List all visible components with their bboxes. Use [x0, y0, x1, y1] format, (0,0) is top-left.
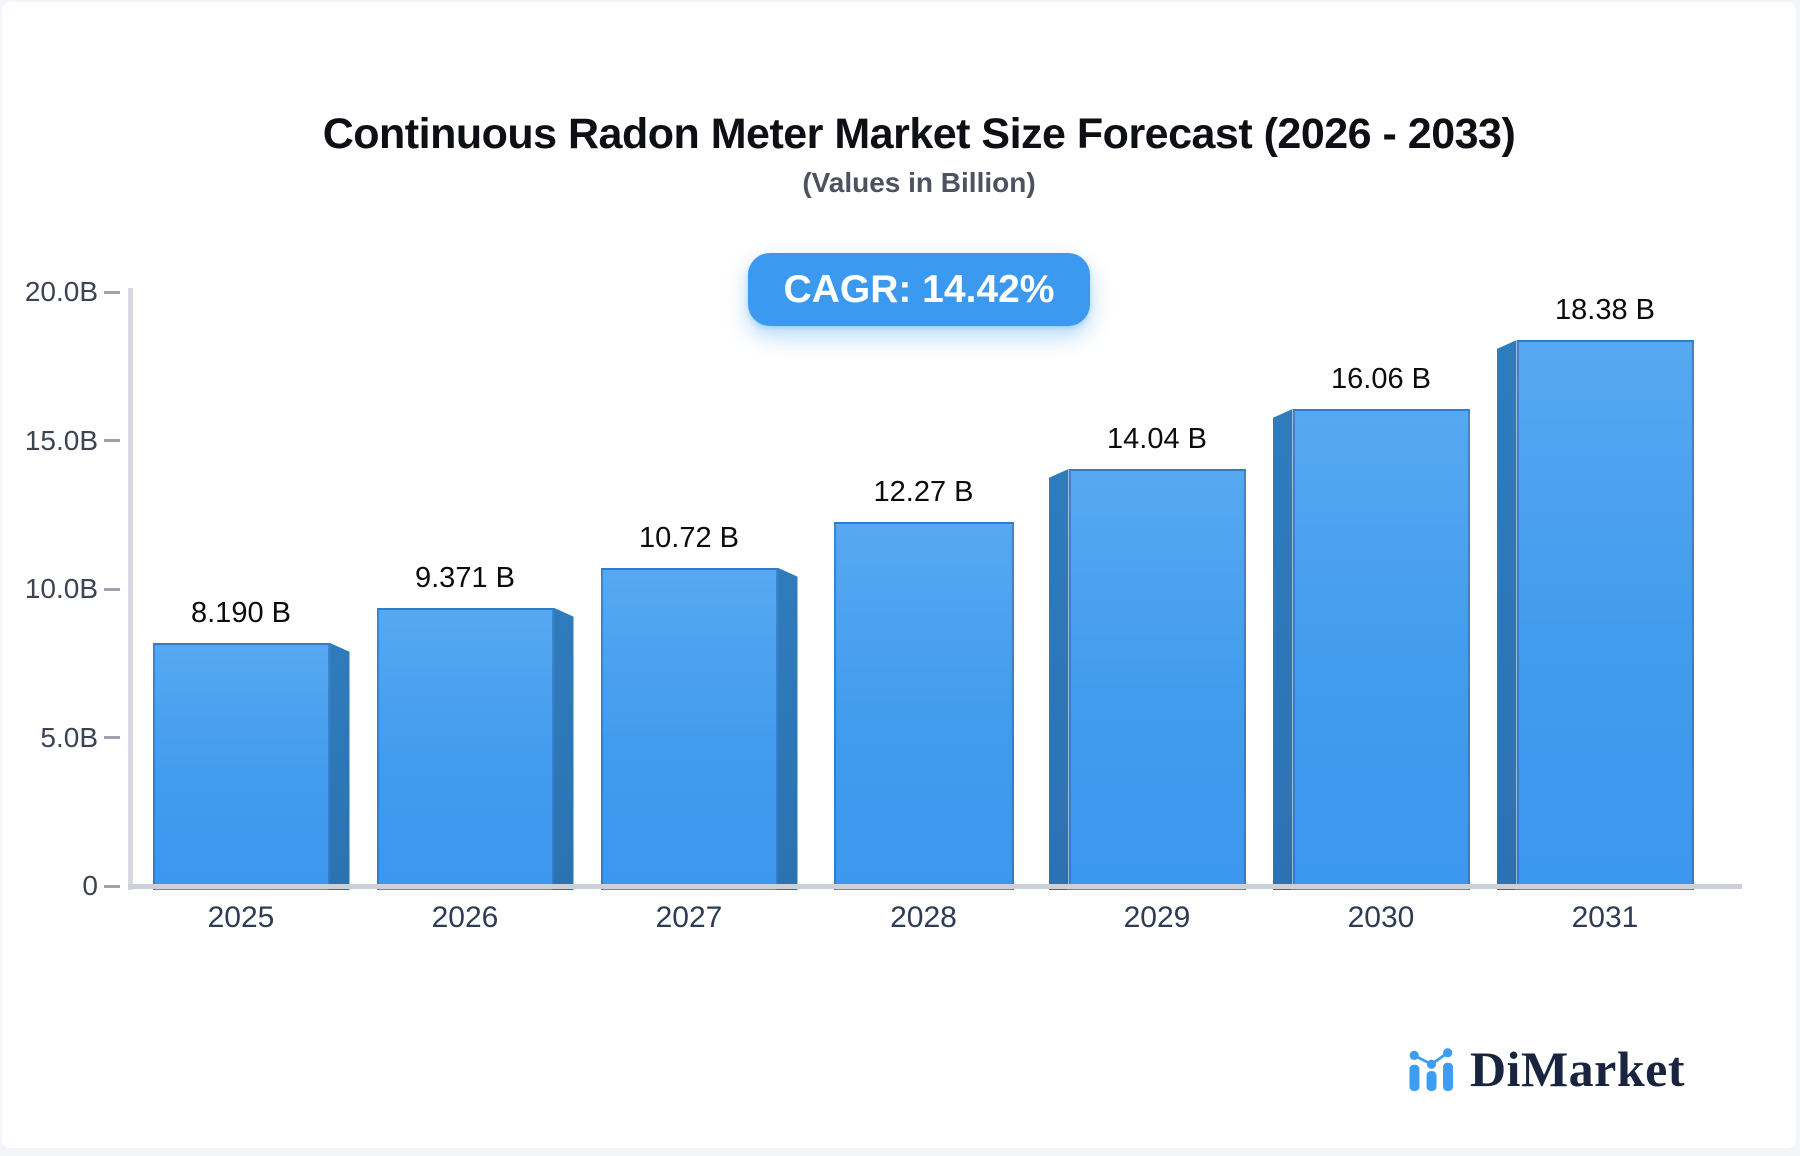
chart-subtitle: (Values in Billion) — [802, 167, 1036, 198]
bar-front-face — [600, 567, 778, 890]
y-axis-tick-label: 5.0B — [40, 721, 98, 753]
bar-side-face — [1496, 340, 1517, 890]
chart-title: Continuous Radon Meter Market Size Forec… — [322, 110, 1516, 158]
bar-value-label: 9.371 B — [415, 561, 515, 594]
x-axis-label: 2028 — [890, 901, 957, 934]
bar-side-face — [1048, 469, 1069, 890]
mini-bar-chart-icon — [1408, 1047, 1456, 1091]
y-axis-tick — [104, 290, 120, 294]
y-axis-tick-label: 0 — [82, 870, 98, 901]
y-axis-tick-label: 15.0B — [24, 424, 98, 456]
y-axis-tick-label: 10.0B — [24, 573, 98, 604]
y-axis-tick-label: 20.0B — [24, 276, 98, 307]
x-axis-label: 2025 — [207, 901, 275, 934]
bar-side-face — [777, 567, 798, 890]
x-axis-label: 2030 — [1347, 901, 1415, 934]
bar-value-label: 14.04 B — [1107, 423, 1207, 455]
bar-side-face — [553, 607, 574, 890]
bar-front-face — [152, 642, 330, 890]
brand-logo: DiMarket — [1408, 1040, 1685, 1098]
bar-value-label: 16.06 B — [1331, 363, 1431, 396]
bar-front-face — [833, 521, 1014, 890]
x-axis-line — [128, 884, 1742, 889]
cagr-badge-wrap: CAGR: 14.42% — [42, 253, 1796, 326]
bar-front-face — [1292, 409, 1470, 890]
x-axis-label: 2031 — [1571, 901, 1639, 934]
brand-name: DiMarket — [1469, 1041, 1685, 1097]
bar-side-face — [1272, 409, 1293, 890]
cagr-badge: CAGR: 14.42% — [747, 253, 1091, 326]
x-axis-label: 2029 — [1123, 901, 1191, 934]
bar-front-face — [1068, 469, 1246, 890]
bar-value-label: 12.27 B — [873, 475, 974, 508]
y-axis-tick — [104, 587, 120, 591]
y-axis-tick — [104, 736, 120, 739]
x-axis-label: 2026 — [431, 901, 499, 934]
y-axis-tick — [104, 439, 120, 442]
bar-value-label: 18.38 B — [1555, 294, 1655, 327]
bar-side-face — [329, 642, 350, 890]
bar-value-label: 8.190 B — [191, 596, 291, 629]
bar-front-face — [1516, 340, 1694, 890]
x-axis-label: 2027 — [655, 901, 723, 934]
bar-front-face — [376, 607, 554, 890]
bar-value-label: 10.72 B — [639, 521, 739, 554]
y-axis-line — [128, 288, 133, 890]
y-axis-tick — [104, 884, 120, 888]
